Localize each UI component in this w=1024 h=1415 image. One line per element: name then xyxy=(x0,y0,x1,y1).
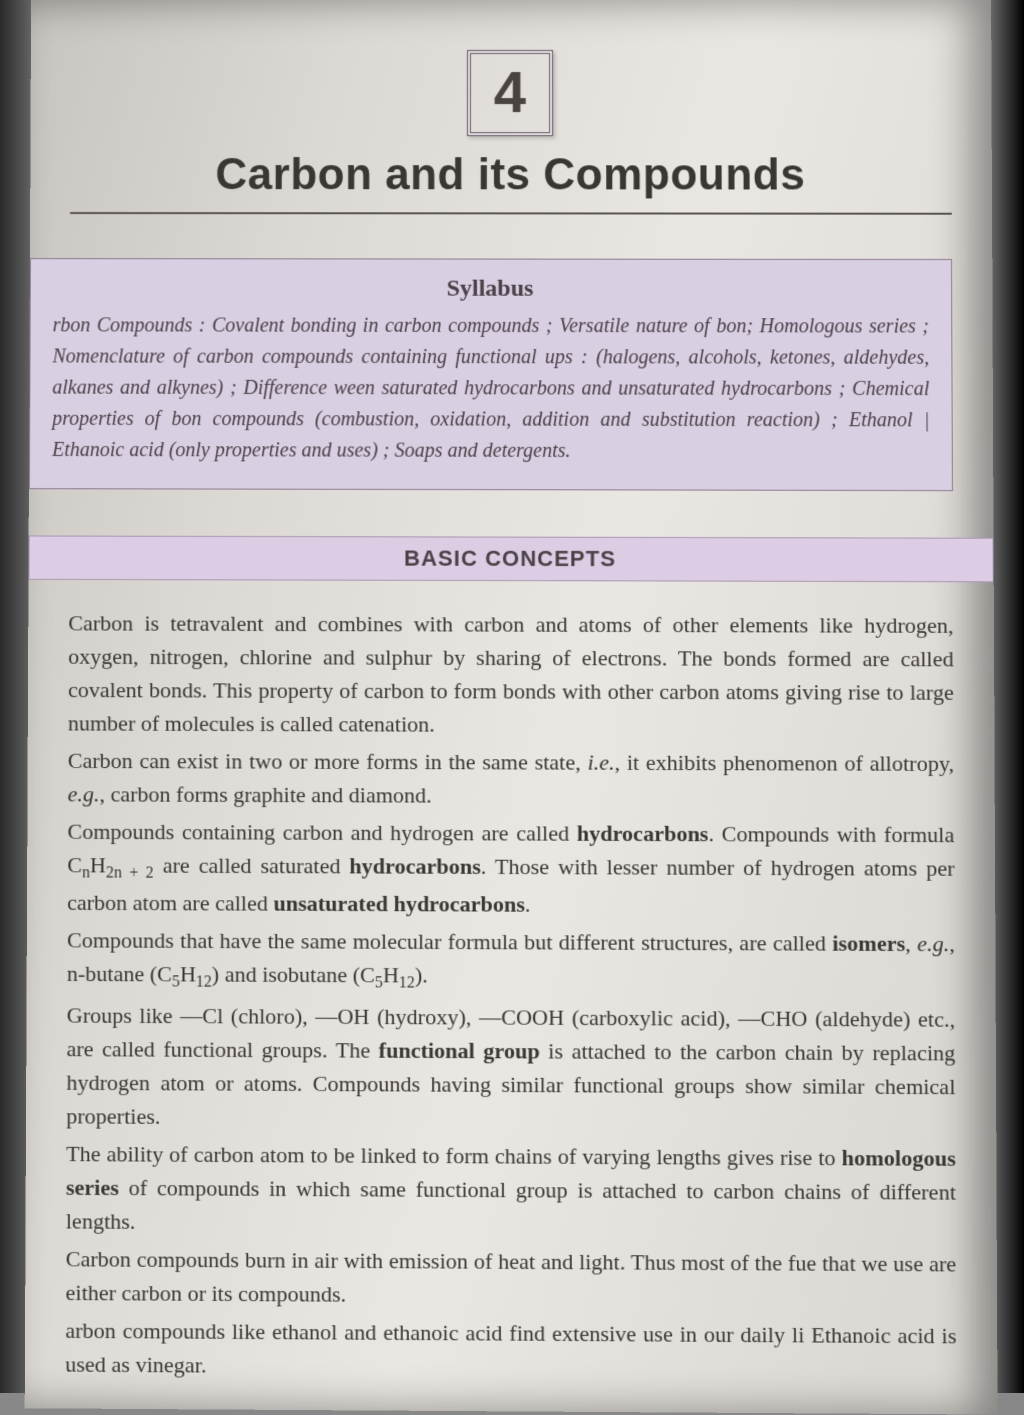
paragraph-2: Carbon can exist in two or more forms in… xyxy=(68,744,955,814)
syllabus-body: rbon Compounds : Covalent bonding in car… xyxy=(52,310,930,468)
body-text: Carbon is tetravalent and combines with … xyxy=(65,606,957,1387)
syllabus-heading: Syllabus xyxy=(53,275,929,303)
chapter-title: Carbon and its Compounds xyxy=(70,150,952,201)
chapter-number-box: 4 xyxy=(467,50,553,136)
paragraph-6: The ability of carbon atom to be linked … xyxy=(66,1137,956,1243)
title-underline xyxy=(70,212,952,215)
paragraph-1: Carbon is tetravalent and combines with … xyxy=(68,606,954,742)
paragraph-4: Compounds that have the same molecular f… xyxy=(67,923,955,998)
section-heading-bar: BASIC CONCEPTS xyxy=(28,535,993,582)
paragraph-7: Carbon compounds burn in air with emissi… xyxy=(65,1242,956,1315)
paragraph-3: Compounds containing carbon and hydrogen… xyxy=(67,814,955,922)
textbook-page: 4 Carbon and its Compounds Syllabus rbon… xyxy=(25,0,998,1415)
paragraph-5: Groups like —Cl (chloro), —OH (hydroxy),… xyxy=(66,999,955,1138)
paragraph-8: arbon compounds like ethanol and ethanoi… xyxy=(65,1314,957,1387)
syllabus-panel: Syllabus rbon Compounds : Covalent bondi… xyxy=(29,258,953,491)
chapter-number: 4 xyxy=(494,64,526,122)
